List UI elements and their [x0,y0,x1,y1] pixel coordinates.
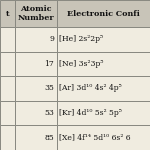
Bar [15,125,57,150]
Bar [0,52,15,76]
Text: [Kr] 4d¹⁰ 5s² 5p⁵: [Kr] 4d¹⁰ 5s² 5p⁵ [59,109,122,117]
Bar [15,0,57,27]
Bar [15,52,57,76]
Text: 9: 9 [49,35,54,43]
Bar [0,76,15,101]
Bar [15,27,57,52]
Text: [Ne] 3s²3p⁵: [Ne] 3s²3p⁵ [59,60,104,68]
Text: [He] 2s²2p⁵: [He] 2s²2p⁵ [59,35,103,43]
Text: t: t [6,9,9,18]
Text: Atomic
Number: Atomic Number [18,5,54,22]
Bar [0,27,15,52]
Bar [57,0,150,27]
Text: [Ar] 3d¹⁰ 4s² 4p⁵: [Ar] 3d¹⁰ 4s² 4p⁵ [59,84,122,93]
Bar [15,76,57,101]
Text: [Xe] 4f¹⁴ 5d¹⁰ 6s² 6: [Xe] 4f¹⁴ 5d¹⁰ 6s² 6 [59,134,131,142]
Bar [57,52,150,76]
Bar [15,101,57,125]
Text: 85: 85 [44,134,54,142]
Bar [57,27,150,52]
Text: 17: 17 [44,60,54,68]
Bar [0,125,15,150]
Text: 53: 53 [44,109,54,117]
Bar [57,101,150,125]
Bar [0,101,15,125]
Text: Electronic Confi: Electronic Confi [67,9,140,18]
Text: 35: 35 [44,84,54,93]
Bar [0,0,15,27]
Bar [57,125,150,150]
Bar [57,76,150,101]
